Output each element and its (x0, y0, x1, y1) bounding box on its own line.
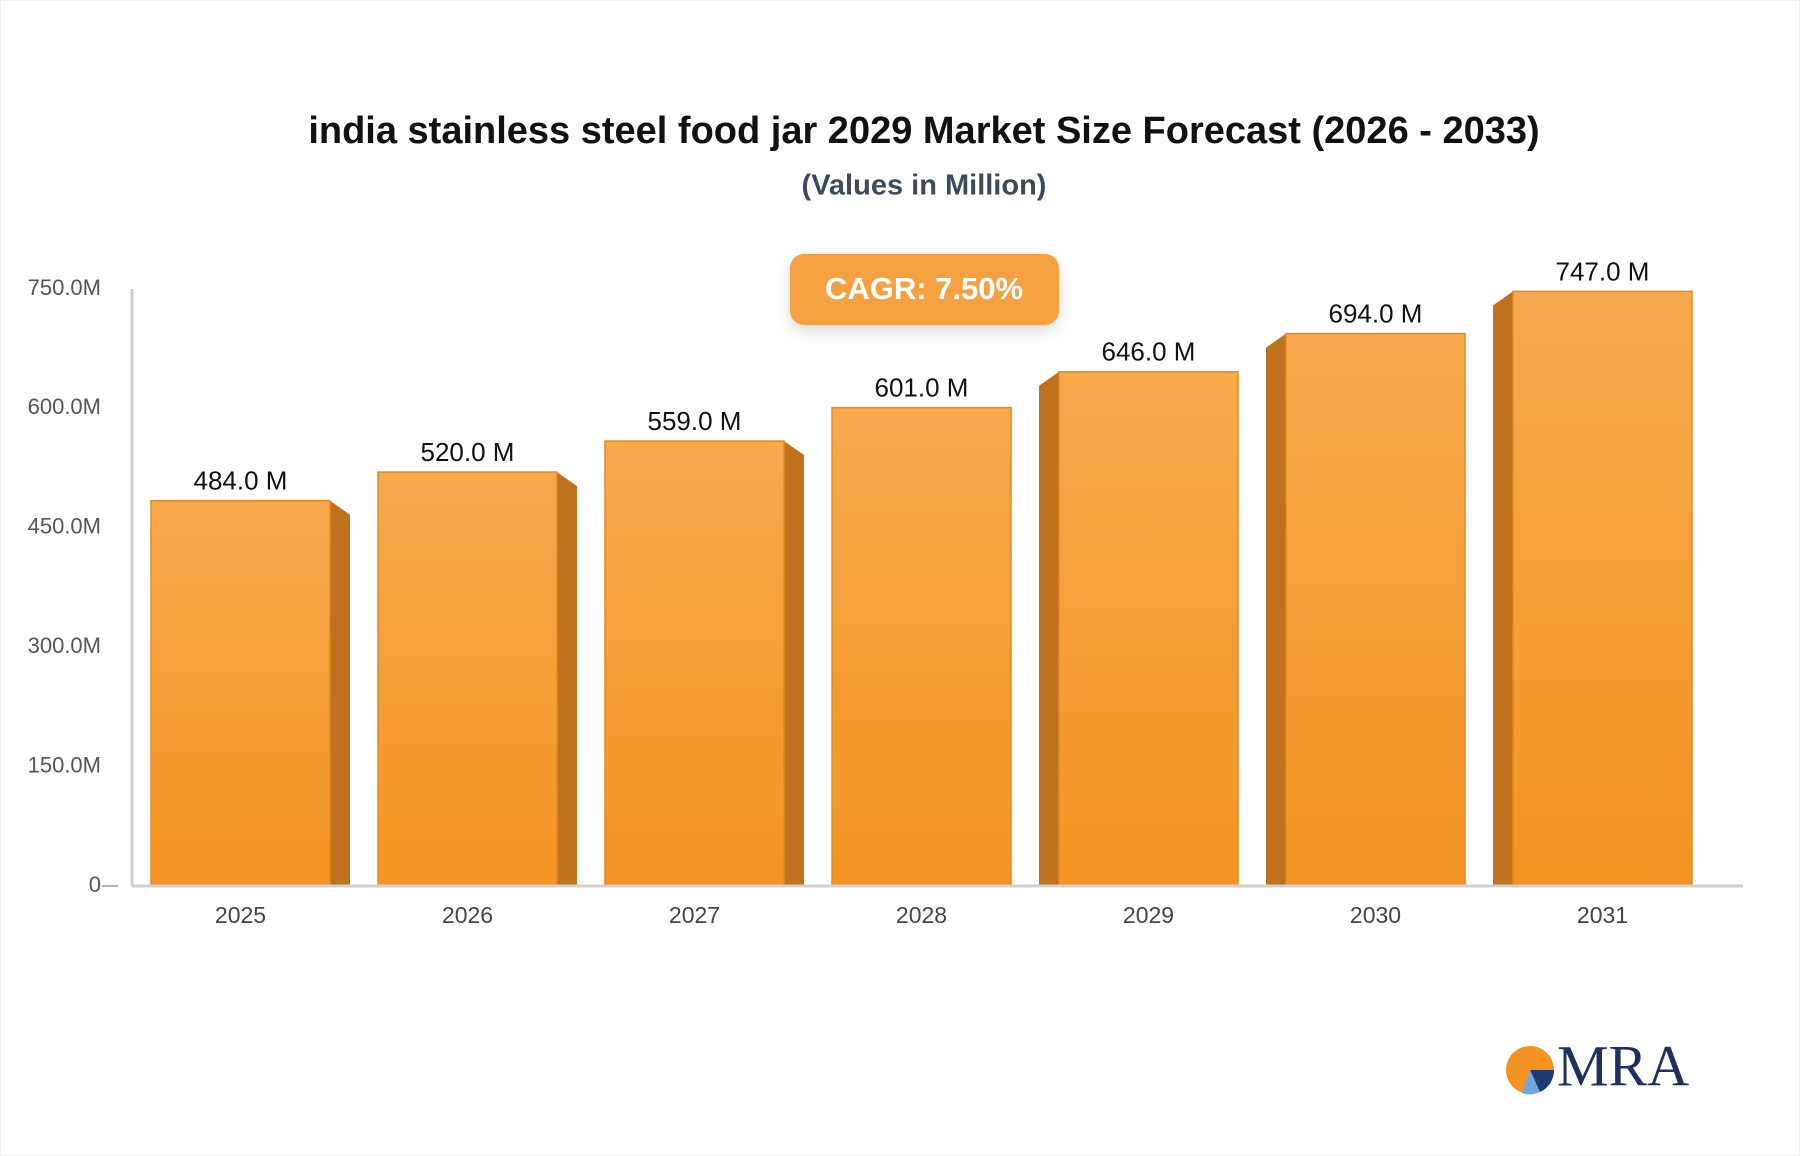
bar (150, 499, 331, 887)
annotation (790, 254, 1059, 325)
annotation-text: CAGR: 7.50% (825, 271, 1023, 306)
value-label: 601.0 M (875, 372, 969, 402)
x-tick-label: 2025 (215, 902, 266, 928)
x-tick-label: 2028 (896, 902, 947, 928)
plot-area: 0 150.0M 300.0M 450.0M 600.0M 750.0M 484.0 M 20… (28, 256, 1743, 928)
bar-side (784, 441, 804, 886)
chart-title: india stainless steel food jar 2029 Mark… (308, 110, 1539, 152)
bar-side (557, 472, 577, 886)
bar-side (330, 500, 350, 886)
bar (377, 471, 558, 887)
chart-subtitle: (Values in Million) (802, 170, 1047, 202)
bar (1285, 332, 1466, 887)
bar-side (1493, 291, 1513, 886)
logo: MRA (1506, 1033, 1689, 1098)
x-tick-label: 2026 (442, 902, 493, 928)
bar (1512, 290, 1693, 887)
x-tick-label: 2031 (1577, 902, 1628, 928)
value-label: 559.0 M (648, 406, 742, 436)
bar (604, 440, 785, 887)
logo-slice (1522, 1070, 1540, 1095)
annotation-box (790, 254, 1059, 325)
y-tick-label: 150.0M (28, 752, 101, 777)
x-tick-label: 2029 (1123, 902, 1174, 928)
value-label: 484.0 M (194, 466, 288, 496)
bar-side (1266, 333, 1286, 886)
logo-slice (1530, 1070, 1555, 1092)
y-tick-label: 450.0M (28, 514, 101, 539)
y-tick-label: 300.0M (28, 633, 101, 658)
x-tick-label: 2030 (1350, 902, 1401, 928)
value-label: 694.0 M (1329, 298, 1423, 328)
value-label: 520.0 M (421, 437, 515, 467)
x-tick-label: 2027 (669, 902, 720, 928)
value-label: 747.0 M (1556, 256, 1650, 286)
bar-side (1039, 371, 1059, 886)
logo-text: MRA (1557, 1033, 1689, 1098)
y-tick-label: 750.0M (28, 275, 101, 300)
value-label: 646.0 M (1102, 337, 1196, 367)
y-tick-label: 0 (89, 872, 101, 897)
bar (1058, 371, 1239, 887)
bar (831, 406, 1012, 887)
y-tick-label: 600.0M (28, 394, 101, 419)
